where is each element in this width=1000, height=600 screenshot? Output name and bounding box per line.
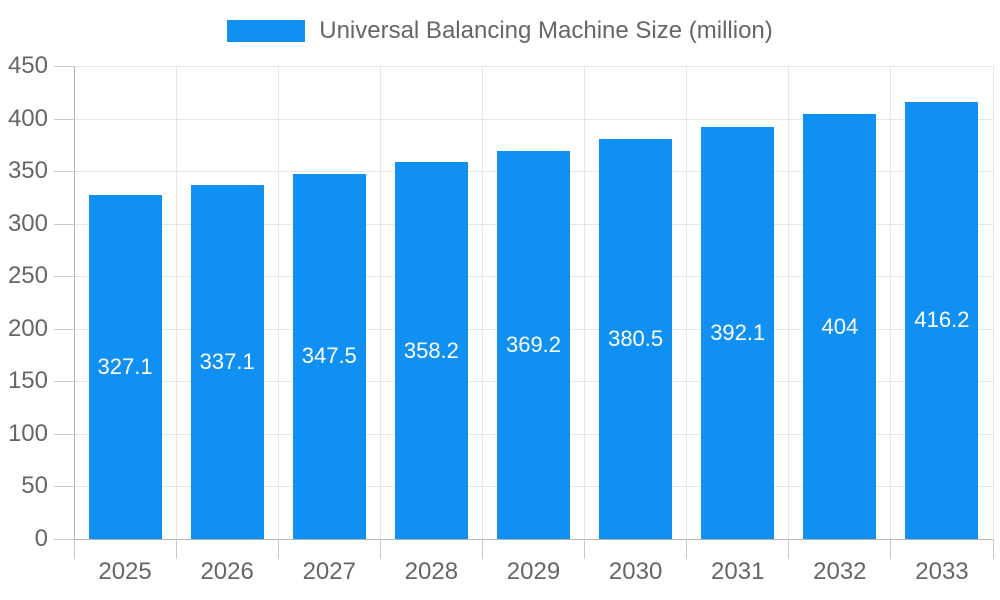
y-axis-tick-mark xyxy=(54,539,74,540)
x-axis-tick-label: 2028 xyxy=(404,558,459,585)
legend-swatch xyxy=(227,20,306,42)
bar[interactable] xyxy=(803,114,877,539)
y-axis-tick-label: 50 xyxy=(21,472,48,500)
gridline-horizontal xyxy=(74,66,993,67)
x-axis-tick-mark xyxy=(277,539,279,559)
x-axis-tick-mark xyxy=(788,539,790,559)
gridline-vertical xyxy=(686,66,688,539)
bar-value-label: 347.5 xyxy=(301,343,357,369)
plot-area: 327.1 337.1 347.5 358.2 369.2 380.5 392.1 404 41… xyxy=(74,66,994,540)
x-axis-tick-label: 2031 xyxy=(711,558,765,585)
x-axis-tick-mark xyxy=(992,539,994,559)
y-axis-tick-mark xyxy=(54,433,74,435)
gridline-vertical xyxy=(379,66,381,539)
x-axis-tick-mark xyxy=(175,539,177,559)
bar-value-label: 392.1 xyxy=(710,319,766,345)
bar-value-label: 380.5 xyxy=(608,326,664,352)
chart-legend[interactable]: Universal Balancing Machine Size (millio… xyxy=(0,18,1000,44)
gridline-vertical xyxy=(277,66,279,539)
bar[interactable] xyxy=(394,162,468,539)
y-axis-tick-mark xyxy=(54,328,74,330)
legend-label: Universal Balancing Machine Size (millio… xyxy=(319,17,773,44)
gridline-vertical xyxy=(481,66,483,539)
y-axis-tick-label: 400 xyxy=(7,104,48,132)
bar[interactable] xyxy=(497,150,570,539)
gridline-vertical xyxy=(890,66,892,539)
x-axis-tick-mark xyxy=(584,539,586,559)
x-axis-line xyxy=(74,539,993,540)
bar[interactable] xyxy=(599,139,673,539)
bar-value-label: 337.1 xyxy=(199,348,255,374)
y-axis-tick-label: 300 xyxy=(7,209,48,237)
gridline-vertical xyxy=(175,66,177,539)
y-axis-tick-label: 150 xyxy=(7,367,48,395)
bar[interactable] xyxy=(190,184,264,539)
y-axis-tick-label: 100 xyxy=(7,419,48,447)
x-axis-tick-label: 2027 xyxy=(302,558,356,585)
y-axis-line xyxy=(74,66,75,540)
x-axis-tick-mark xyxy=(686,539,688,559)
x-axis-tick-label: 2033 xyxy=(915,558,969,585)
y-axis-tick-mark xyxy=(54,118,74,120)
bar[interactable] xyxy=(292,173,366,539)
x-axis-tick-mark xyxy=(73,539,75,559)
y-axis-tick-mark xyxy=(54,171,74,173)
bar[interactable] xyxy=(905,101,979,539)
bar-value-label: 369.2 xyxy=(505,331,562,357)
x-axis-tick-label: 2032 xyxy=(813,558,867,585)
y-axis-tick-mark xyxy=(54,486,74,488)
y-axis-tick-label: 350 xyxy=(7,157,48,185)
x-axis-tick-label: 2030 xyxy=(608,558,663,585)
x-axis-tick-label: 2025 xyxy=(98,558,152,585)
y-axis-tick-mark xyxy=(54,66,74,67)
x-axis-tick-label: 2029 xyxy=(506,558,561,585)
y-axis-tick-label: 0 xyxy=(34,525,48,552)
bar[interactable] xyxy=(88,195,162,539)
y-axis-tick-mark xyxy=(54,381,74,383)
y-axis-tick-mark xyxy=(54,223,74,225)
y-axis-tick-label: 450 xyxy=(7,52,48,79)
y-axis-tick-label: 250 xyxy=(7,262,48,290)
y-axis-tick-mark xyxy=(54,276,74,278)
gridline-vertical xyxy=(788,66,790,539)
bar-value-label: 416.2 xyxy=(914,307,970,333)
x-axis-tick-mark xyxy=(481,539,483,559)
x-axis-tick-mark xyxy=(379,539,381,559)
gridline-vertical xyxy=(584,66,586,539)
bar[interactable] xyxy=(701,126,775,539)
bar-value-label: 358.2 xyxy=(403,337,459,363)
x-axis-tick-mark xyxy=(890,539,892,559)
y-axis-tick-label: 200 xyxy=(7,314,48,342)
gridline-horizontal xyxy=(74,118,993,120)
gridline-vertical xyxy=(992,66,994,539)
x-axis-tick-label: 2026 xyxy=(200,558,254,585)
bar-value-label: 327.1 xyxy=(97,354,153,380)
bar-value-label: 404 xyxy=(821,313,859,339)
